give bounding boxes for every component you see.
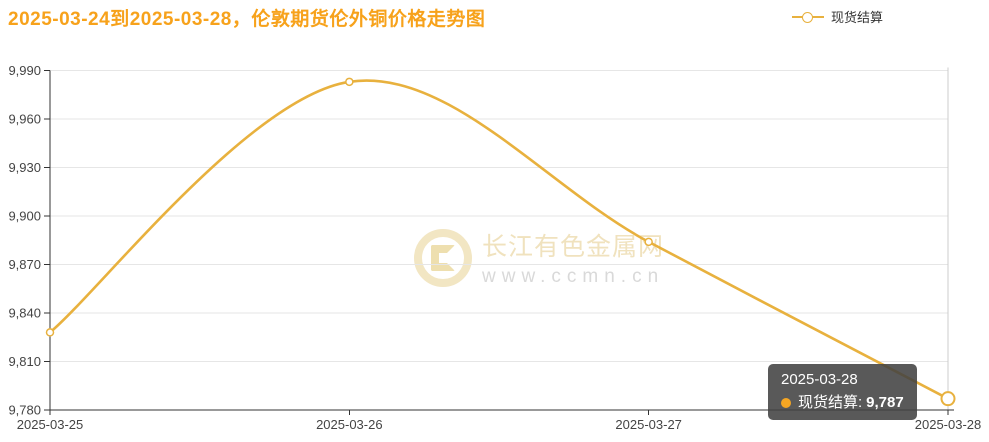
svg-text:9,930: 9,930 <box>8 160 41 175</box>
svg-text:2025-03-25: 2025-03-25 <box>17 417 84 432</box>
data-point-markers[interactable] <box>45 77 956 407</box>
svg-text:2025-03-28: 2025-03-28 <box>915 417 982 432</box>
svg-text:9,840: 9,840 <box>8 306 41 321</box>
legend-item-spot-settlement[interactable]: 现货结算 <box>792 7 883 26</box>
svg-text:9,900: 9,900 <box>8 209 41 224</box>
tooltip: 2025-03-28 现货结算: 9,787 <box>768 364 917 420</box>
svg-text:9,810: 9,810 <box>8 354 41 369</box>
series-dot-icon <box>781 398 791 408</box>
y-axis-labels: 9,780 9,810 9,840 9,870 9,900 9,930 9,960 9,990 <box>8 63 41 418</box>
data-point-2025-03-26[interactable] <box>345 77 354 87</box>
data-point-2025-03-27[interactable] <box>644 237 653 247</box>
tooltip-value: 9,787 <box>866 394 904 411</box>
x-axis-labels: 2025-03-25 2025-03-26 2025-03-27 2025-03-28 <box>17 417 982 432</box>
line-series-marker-icon <box>792 11 824 23</box>
svg-text:9,990: 9,990 <box>8 63 41 78</box>
gridlines <box>50 70 948 362</box>
svg-text:9,870: 9,870 <box>8 257 41 272</box>
series-line <box>48 79 950 400</box>
tooltip-date: 2025-03-28 <box>781 371 858 388</box>
svg-text:9,960: 9,960 <box>8 112 41 127</box>
data-point-2025-03-25[interactable] <box>45 328 55 337</box>
tooltip-series-label: 现货结算: <box>798 394 863 411</box>
chart-title: 2025-03-24到2025-03-28，伦敦期货伦外铜价格走势图 <box>8 9 486 30</box>
data-point-2025-03-28[interactable] <box>940 391 956 407</box>
legend-label: 现货结算 <box>831 10 884 25</box>
svg-text:2025-03-27: 2025-03-27 <box>615 417 682 432</box>
svg-text:9,780: 9,780 <box>8 403 41 418</box>
svg-text:2025-03-26: 2025-03-26 <box>316 417 383 432</box>
